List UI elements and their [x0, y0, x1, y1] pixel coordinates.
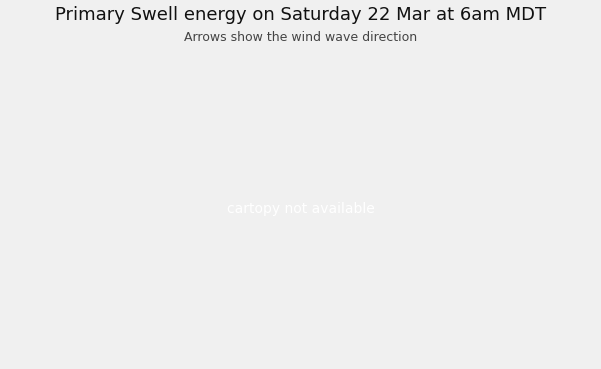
Text: Arrows show the wind wave direction: Arrows show the wind wave direction	[184, 31, 417, 44]
Text: cartopy not available: cartopy not available	[227, 203, 374, 216]
Text: Primary Swell energy on Saturday 22 Mar at 6am MDT: Primary Swell energy on Saturday 22 Mar …	[55, 6, 546, 24]
